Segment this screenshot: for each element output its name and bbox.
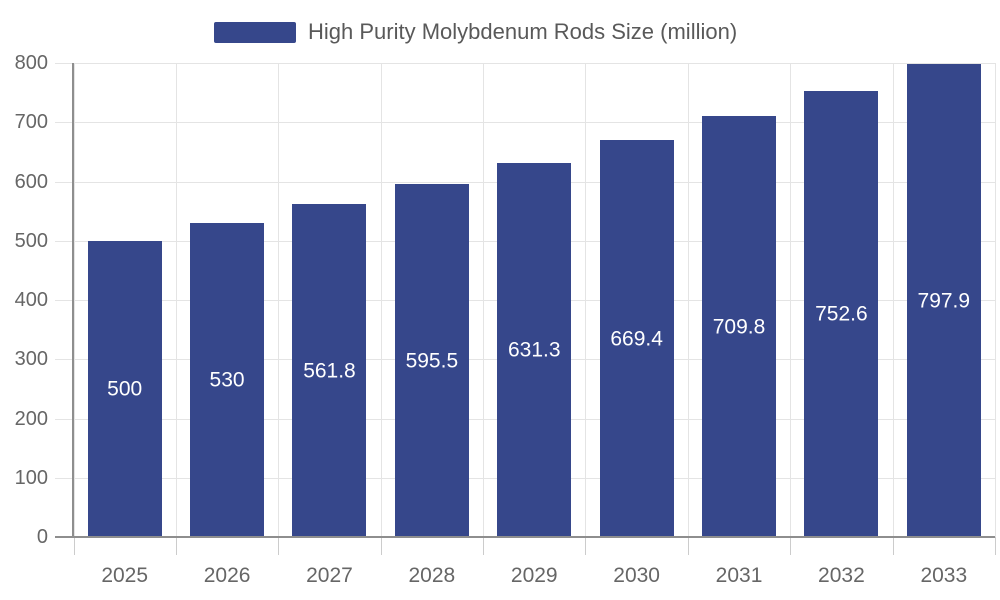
x-gridline [175, 63, 177, 537]
bar-value-label: 500 [107, 377, 143, 401]
bar-2027[interactable] [292, 204, 367, 537]
x-tick [790, 537, 792, 555]
bar-2026[interactable] [190, 222, 265, 537]
legend-swatch [214, 21, 296, 43]
x-axis-label: 2029 [510, 564, 558, 587]
bar-value-label: 669.4 [610, 327, 663, 351]
legend-label: High Purity Molybdenum Rods Size (millio… [308, 19, 738, 44]
y-axis-label: 800 [14, 52, 48, 74]
x-tick [585, 537, 587, 555]
x-tick [995, 537, 996, 555]
y-axis-label: 500 [14, 229, 48, 252]
x-axis-label: 2025 [101, 564, 149, 587]
bar-2031[interactable] [702, 116, 777, 537]
bar-2025[interactable] [87, 240, 162, 537]
x-gridline [278, 63, 280, 537]
y-axis-label: 100 [14, 466, 48, 489]
legend-item[interactable]: High Purity Molybdenum Rods Size (millio… [214, 21, 737, 43]
bar-value-label: 595.5 [405, 349, 459, 373]
x-axis-label: 2033 [920, 564, 968, 587]
x-axis-label: 2032 [818, 564, 865, 587]
x-gridline [585, 63, 587, 537]
x-axis-line [55, 536, 995, 538]
bar-2029[interactable] [497, 162, 572, 537]
y-axis-label: 400 [14, 289, 48, 311]
x-gridline [892, 63, 894, 537]
x-axis-label: 2027 [306, 564, 353, 587]
x-gridline [483, 63, 485, 537]
bar-2028[interactable] [394, 184, 469, 537]
bar-value-label: 530 [209, 368, 245, 392]
bar-2033[interactable] [906, 64, 981, 537]
x-axis-label: 2028 [408, 564, 456, 587]
bar-2030[interactable] [599, 140, 674, 537]
x-gridline [687, 63, 689, 537]
y-axis-label: 700 [14, 111, 48, 134]
y-axis-label: 300 [14, 348, 48, 371]
x-axis-label: 2031 [715, 564, 763, 587]
x-tick [278, 537, 280, 555]
bar-2032[interactable] [804, 91, 879, 537]
x-tick [687, 537, 689, 555]
x-tick [380, 537, 382, 555]
y-axis-line [72, 63, 74, 538]
x-tick [175, 537, 177, 555]
x-tick [483, 537, 485, 555]
bar-value-label: 631.3 [507, 338, 561, 362]
y-axis-label: 600 [14, 170, 48, 193]
y-axis-label: 0 [36, 526, 48, 548]
x-tick [73, 537, 75, 555]
x-axis-label: 2030 [613, 564, 660, 587]
y-axis-label: 200 [14, 407, 48, 430]
x-gridline [73, 63, 75, 537]
y-gridline [55, 63, 995, 64]
x-gridline [995, 63, 996, 537]
x-gridline [790, 63, 792, 537]
x-gridline [380, 63, 382, 537]
bar-value-label: 709.8 [712, 315, 766, 339]
x-axis-label: 2026 [203, 564, 251, 587]
bar-value-label: 752.6 [815, 302, 868, 326]
x-tick [892, 537, 894, 555]
y-gridline [55, 122, 995, 124]
bar-value-label: 797.9 [917, 289, 971, 313]
bar-value-label: 561.8 [303, 359, 356, 383]
